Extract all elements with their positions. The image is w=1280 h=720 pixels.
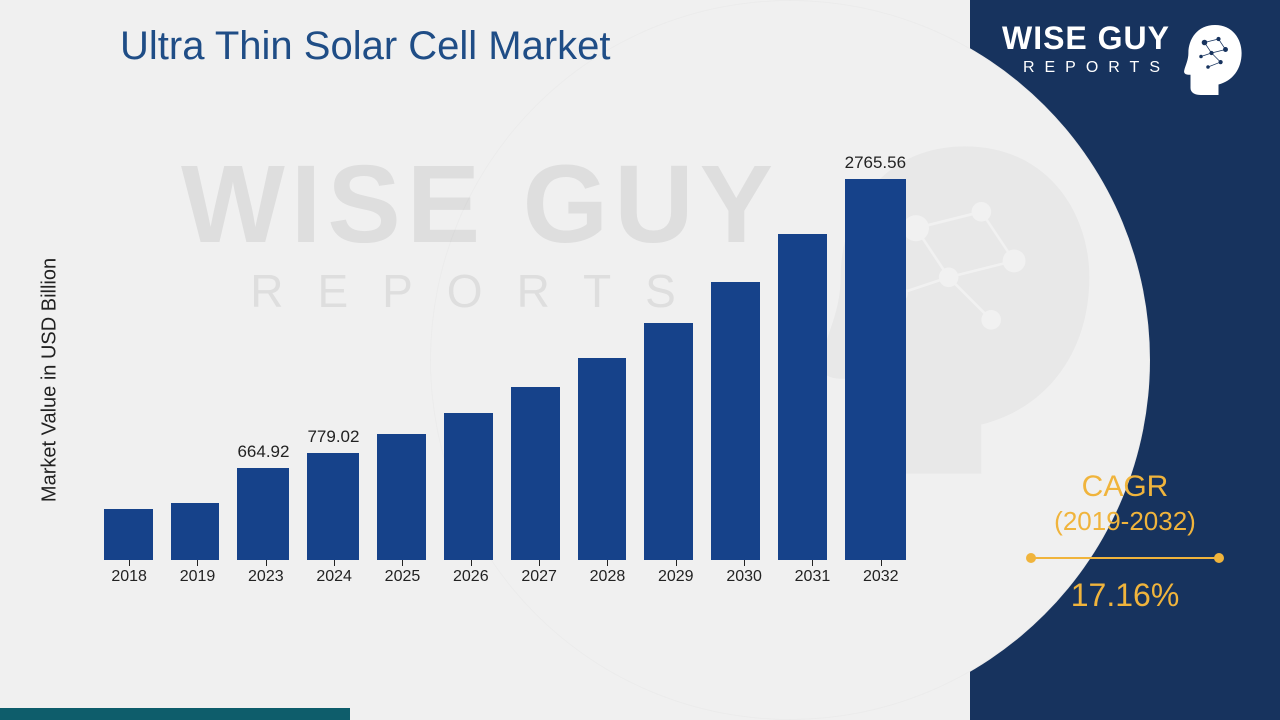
x-tick: 2024 (309, 560, 359, 600)
bar (511, 387, 560, 560)
cagr-title: CAGR (1010, 470, 1240, 504)
cagr-range: (2019-2032) (1010, 506, 1240, 537)
bar-wrap (444, 387, 493, 560)
y-axis-label: Market Value in USD Billion (39, 258, 62, 502)
bar (644, 323, 693, 560)
bar-value-label: 664.92 (237, 442, 289, 462)
x-tick: 2032 (856, 560, 906, 600)
bar (171, 503, 220, 560)
bar (444, 413, 493, 560)
bar-wrap (171, 477, 220, 560)
cagr-block: CAGR (2019-2032) 17.16% (1010, 470, 1240, 614)
bar (578, 358, 627, 560)
bars-container: 664.92779.02 2765.56 (100, 160, 910, 560)
bar-wrap (778, 208, 827, 560)
bar-wrap (578, 332, 627, 560)
cagr-divider (1030, 557, 1220, 559)
bar-wrap (377, 408, 426, 560)
bar (237, 468, 289, 560)
bar (711, 282, 760, 560)
bar (104, 509, 153, 560)
bar-wrap (711, 256, 760, 560)
bar-wrap: 2765.56 (845, 153, 906, 560)
cagr-value: 17.16% (1010, 577, 1240, 614)
bar-wrap (511, 361, 560, 560)
x-tick: 2018 (104, 560, 154, 600)
bar (307, 453, 359, 560)
x-tick: 2030 (719, 560, 769, 600)
bar-wrap (104, 483, 153, 560)
x-tick: 2026 (446, 560, 496, 600)
logo-head-icon (1180, 20, 1250, 100)
bar (377, 434, 426, 560)
x-tick: 2028 (582, 560, 632, 600)
stage: WISE GUY REPORTS Ultra Thin Solar Cell M… (0, 0, 1280, 720)
x-tick: 2025 (377, 560, 427, 600)
x-tick: 2019 (172, 560, 222, 600)
x-tick: 2031 (787, 560, 837, 600)
x-tick: 2023 (241, 560, 291, 600)
bar (778, 234, 827, 560)
x-axis: 2018 2019 2023 2024 2025 2026 2027 2028 2029 2030… (100, 560, 910, 600)
bar-wrap: 664.92 (237, 442, 289, 560)
bar-chart: Market Value in USD Billion 664.92779.02… (70, 160, 910, 600)
x-tick: 2027 (514, 560, 564, 600)
plot-area: 664.92779.02 2765.56 (100, 160, 910, 560)
bottom-strip (0, 708, 350, 720)
bar-wrap (644, 297, 693, 560)
logo-main: WISE GUY (1002, 20, 1170, 57)
logo-sub: REPORTS (1023, 59, 1170, 77)
x-tick: 2029 (651, 560, 701, 600)
brand-logo: WISE GUY REPORTS (1002, 20, 1250, 100)
bar-value-label: 2765.56 (845, 153, 906, 173)
chart-title: Ultra Thin Solar Cell Market (120, 24, 611, 69)
bar-value-label: 779.02 (307, 427, 359, 447)
bar (845, 179, 906, 560)
bar-wrap: 779.02 (307, 427, 359, 560)
